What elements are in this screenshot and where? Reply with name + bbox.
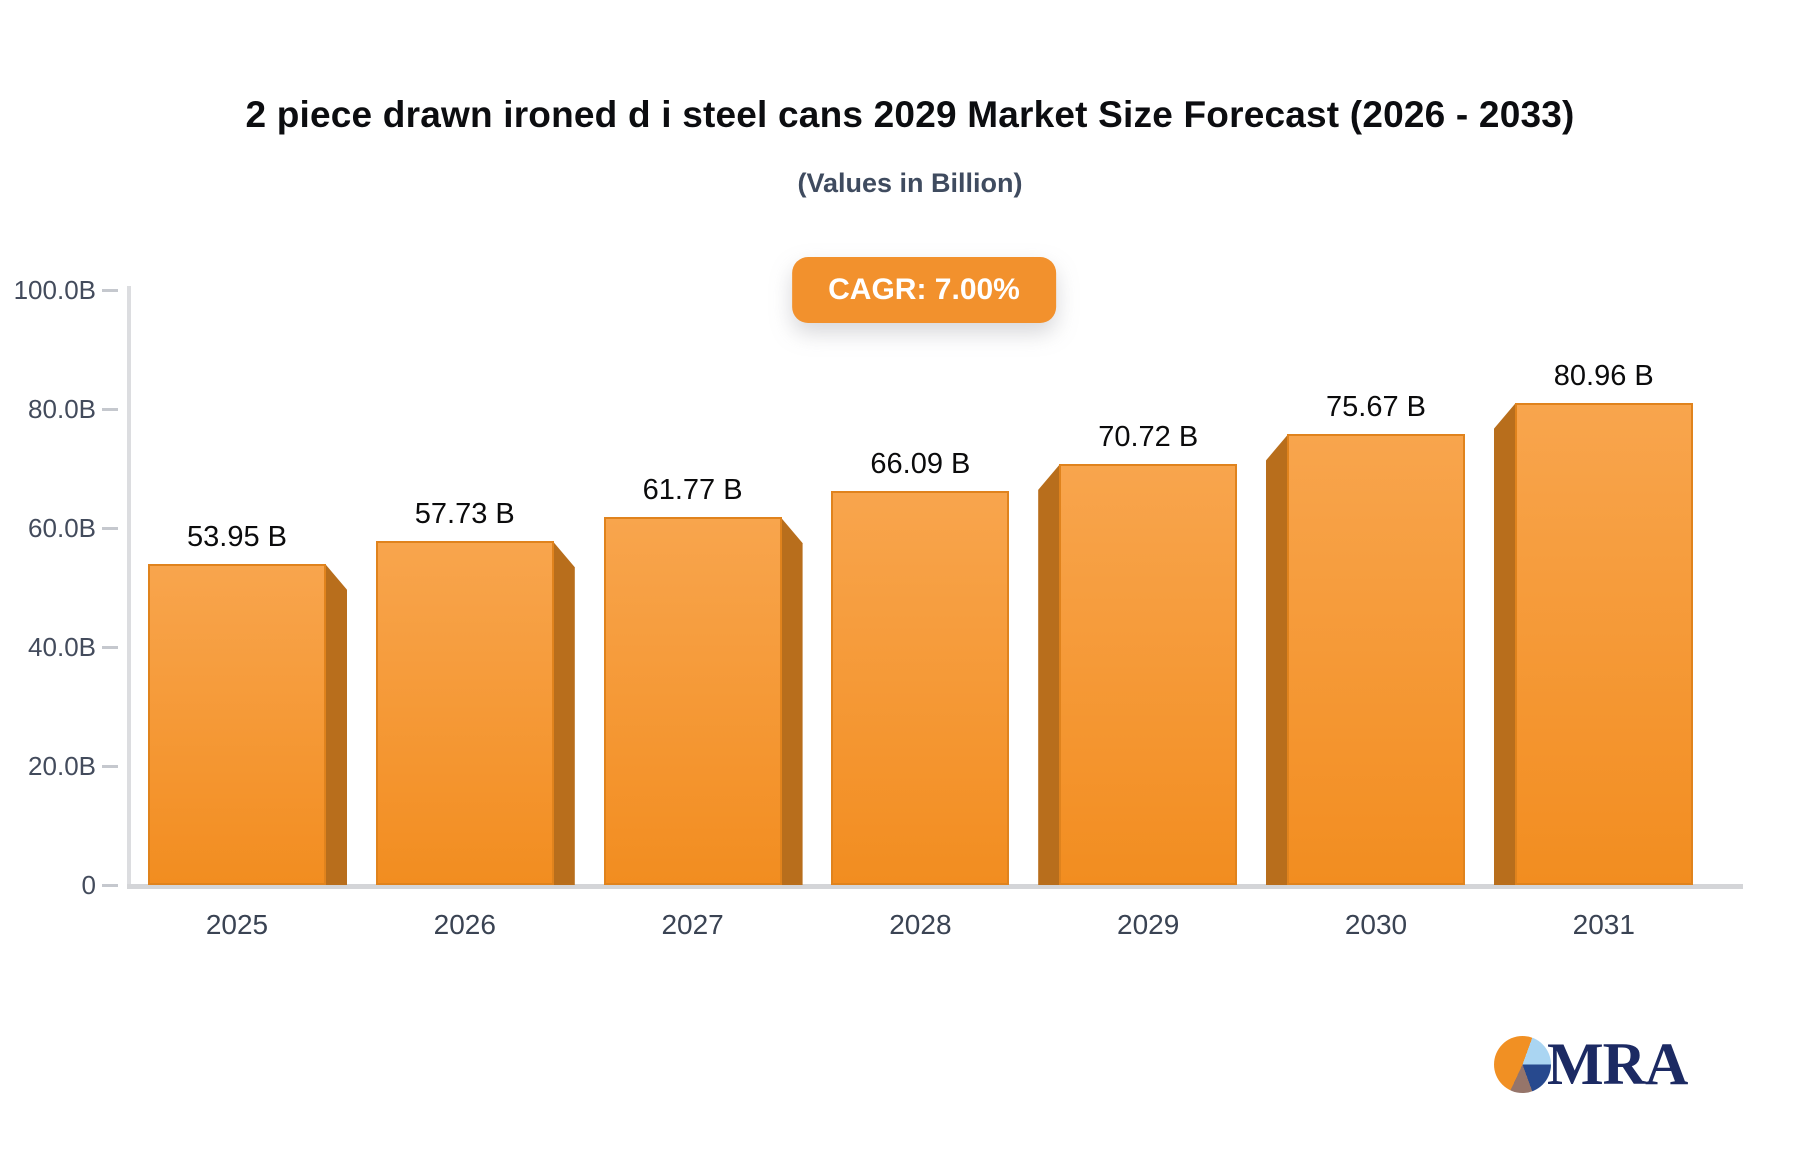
y-axis-tick-mark [102,764,118,768]
x-axis-label: 2027 [661,909,724,940]
bar-column [1059,463,1238,885]
y-axis-tick-label: 0 [81,870,96,900]
bar-value-label: 53.95 B [187,520,287,553]
bar-3d-side [1266,434,1288,885]
bar-3d-side [1493,402,1516,885]
cagr-badge: CAGR: 7.00% [792,257,1056,323]
y-axis-tick-label: 100.0B [13,274,96,305]
chart-subtitle: (Values in Billion) [797,168,1023,198]
x-axis-label: 2031 [1572,909,1635,940]
chart-title: 2 piece drawn ironed d i steel cans 2029… [245,94,1575,135]
bar-3d-side [552,541,575,885]
y-axis-tick-label: 40.0B [28,631,96,662]
y-axis-tick-mark [102,288,118,292]
bar-value-label: 57.73 B [414,498,515,531]
mra-pie-icon [1494,1036,1551,1093]
x-axis-line [127,884,1743,889]
bar-value-label: 61.77 B [642,474,743,507]
y-axis-tick-mark [102,884,118,887]
bar-3d-side [1038,463,1061,885]
bar-column [1514,402,1693,885]
x-axis-label: 2026 [433,909,496,940]
y-axis-tick-mark [102,526,118,530]
bar-column [148,563,326,885]
y-axis-tick-label: 60.0B [28,512,96,543]
bar-3d-side [325,563,347,885]
x-axis-label: 2030 [1344,909,1408,940]
bar-value-label: 70.72 B [1098,420,1199,453]
y-axis-tick-mark [102,407,118,411]
mra-logo: MRA [1494,1031,1688,1097]
bar-column [375,541,554,885]
mra-logo-text: MRA [1547,1031,1688,1097]
bar-column [1287,434,1465,885]
x-axis-label: 2029 [1117,909,1180,940]
y-axis-tick-mark [102,645,118,649]
x-axis-label: 2028 [889,909,952,940]
bar-3d-side [780,517,803,885]
y-axis-tick-label: 20.0B [28,750,96,781]
bar-value-label: 66.09 B [870,448,971,481]
bar-column [603,517,782,885]
y-axis-line [127,286,131,889]
y-axis-tick-label: 80.0B [28,393,96,424]
bar-column [831,491,1010,885]
bar-value-label: 75.67 B [1326,391,1426,424]
bar-value-label: 80.96 B [1553,359,1654,392]
x-axis-label: 2025 [205,909,269,940]
